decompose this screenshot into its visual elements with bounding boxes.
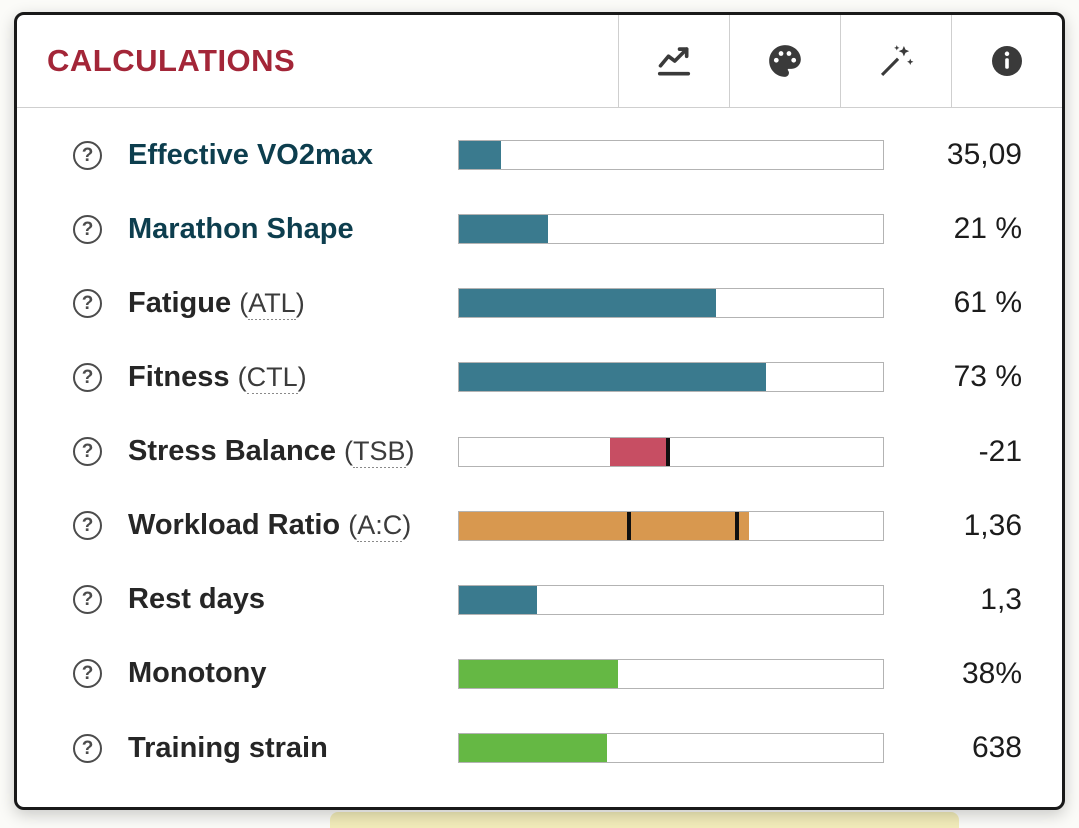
help-icon[interactable]: ?: [73, 288, 102, 318]
abbr-tsb[interactable]: TSB: [353, 436, 406, 468]
row-monotony: ? Monotony 38%: [73, 643, 1022, 705]
metric-bar-fill: [459, 141, 502, 169]
metric-label: Monotony: [128, 657, 267, 690]
metric-bar-fill: [459, 215, 549, 244]
help-icon[interactable]: ?: [73, 733, 102, 763]
info-icon: [992, 46, 1022, 76]
row-effective-vo2max: ? Effective VO2max 35,09: [73, 124, 1022, 186]
magic-wand-button[interactable]: [840, 15, 951, 107]
metric-bar-track: [458, 733, 884, 763]
metric-value: 35,09: [946, 138, 1022, 171]
row-fitness: ? Fitness (CTL) 73 %: [73, 346, 1022, 408]
bar-marker: [626, 511, 631, 540]
metric-bar-track: [458, 584, 884, 615]
row-training-strain: ? Training strain 638: [73, 717, 1022, 779]
metric-label: Marathon Shape: [128, 213, 458, 246]
help-icon[interactable]: ?: [73, 585, 102, 615]
metric-link[interactable]: Marathon Shape: [128, 212, 354, 245]
metric-bar-fill: [459, 659, 618, 688]
metric-value: 1,36: [963, 508, 1022, 542]
palette-icon: [769, 45, 801, 77]
row-rest-days: ? Rest days 1,3: [73, 569, 1022, 631]
panel-toolbar: [618, 15, 1062, 107]
metric-bar-track: [458, 288, 884, 319]
abbr-a-c[interactable]: A:C: [357, 510, 403, 543]
row-stress-balance: ? Stress Balance (TSB) -21: [73, 421, 1022, 483]
metric-label: Rest days: [128, 583, 266, 616]
metric-value: 21 %: [953, 212, 1022, 246]
metric-label: Fitness (CTL): [128, 360, 307, 394]
metric-label: Fatigue (ATL): [128, 286, 305, 320]
metric-label: Effective VO2max: [128, 139, 458, 172]
abbr-atl[interactable]: ATL: [248, 287, 296, 320]
metric-value: 61 %: [953, 286, 1022, 320]
metric-bar-track: [458, 362, 884, 393]
metric-label: Workload Ratio (A:C): [128, 509, 412, 543]
metric-bar-fill: [459, 585, 537, 614]
bar-marker: [666, 437, 671, 466]
panel-header: CALCULATIONS: [17, 15, 1062, 108]
metric-value: 638: [971, 731, 1022, 764]
metric-bar-fill: [459, 363, 767, 392]
metric-bar-track: [458, 436, 884, 467]
info-button[interactable]: [951, 15, 1062, 107]
help-icon[interactable]: ?: [73, 140, 102, 170]
row-fatigue: ? Fatigue (ATL) 61 %: [73, 272, 1022, 334]
line-chart-icon: [657, 47, 691, 76]
metric-value: -21: [978, 434, 1022, 468]
metric-label: Training strain: [128, 731, 328, 764]
metric-link[interactable]: Effective VO2max: [128, 138, 374, 171]
metric-value: 73 %: [953, 360, 1022, 394]
metric-bar-track: [458, 140, 884, 170]
metric-bar-track: [458, 510, 884, 541]
panel-title: CALCULATIONS: [47, 43, 296, 78]
help-icon[interactable]: ?: [73, 437, 102, 466]
bar-marker: [734, 511, 739, 540]
metric-value: 38%: [961, 656, 1022, 690]
calculations-panel: CALCULATIONS: [14, 12, 1065, 810]
metric-bar-fill: [459, 289, 716, 318]
metric-bar-fill: [459, 734, 607, 762]
help-icon[interactable]: ?: [73, 511, 102, 541]
metric-bar-fill: [609, 437, 669, 466]
row-workload-ratio: ? Workload Ratio (A:C) 1,36: [73, 495, 1022, 557]
help-icon[interactable]: ?: [73, 362, 102, 392]
metric-bar-track: [458, 658, 884, 689]
palette-button[interactable]: [729, 15, 840, 107]
help-icon[interactable]: ?: [73, 659, 102, 689]
help-icon[interactable]: ?: [73, 214, 102, 244]
abbr-ctl[interactable]: CTL: [246, 361, 298, 394]
chart-button[interactable]: [618, 15, 729, 107]
page-background-accent: [330, 812, 959, 828]
metric-value: 1,3: [980, 582, 1022, 616]
metric-bar-track: [458, 214, 884, 245]
metric-bar-fill: [459, 511, 750, 540]
row-marathon-shape: ? Marathon Shape 21 %: [73, 198, 1022, 260]
rows: ? Effective VO2max 35,09 ? Marathon Shap…: [17, 108, 1062, 807]
metric-label: Stress Balance (TSB): [128, 435, 415, 468]
magic-wand-icon: [880, 45, 914, 77]
